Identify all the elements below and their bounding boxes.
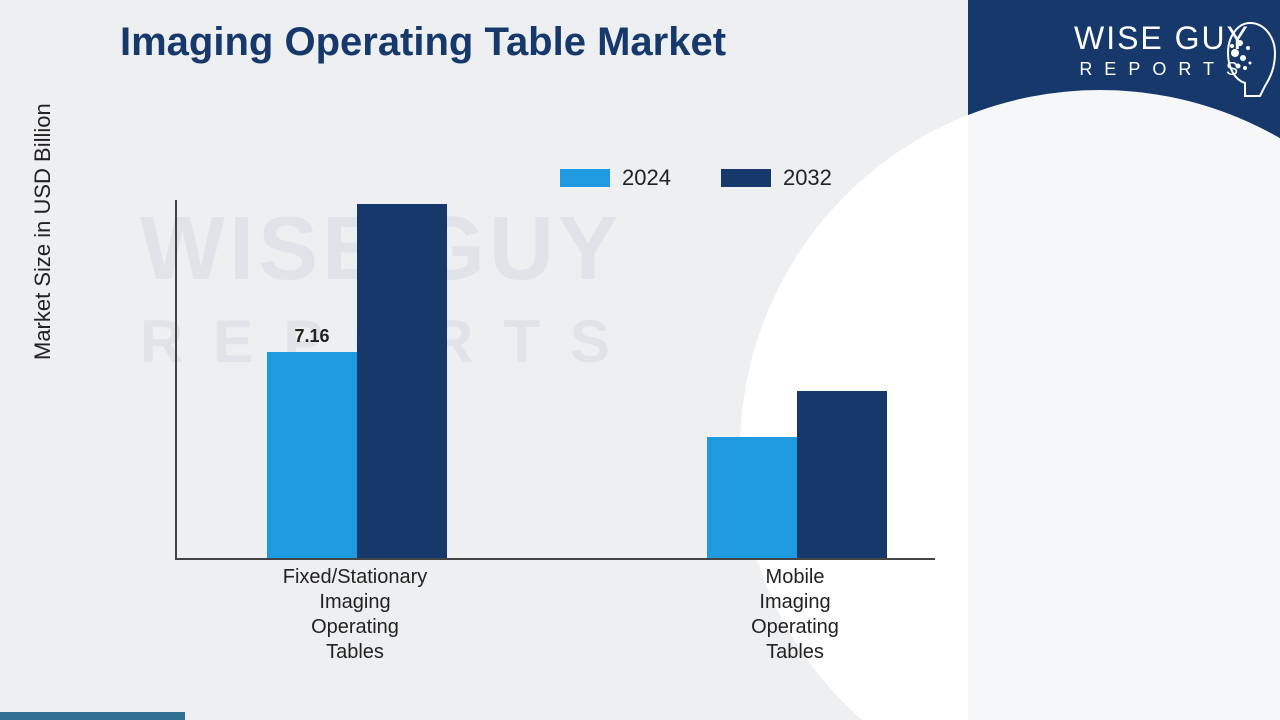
x-category-label: Fixed/StationaryImagingOperatingTables: [265, 565, 445, 665]
bar-group: [707, 391, 887, 558]
legend-swatch-2032: [721, 169, 771, 187]
bar-value-label: 7.16: [267, 326, 357, 347]
legend-label-2024: 2024: [622, 165, 671, 191]
logo-head-icon: [1210, 18, 1280, 98]
bar: [707, 437, 797, 558]
y-axis-label: Market Size in USD Billion: [30, 103, 56, 360]
bar: 7.16: [267, 352, 357, 558]
bar-group: 7.16: [267, 204, 447, 558]
bottom-accent-strip: [0, 712, 185, 720]
bar-chart-plot: 7.16: [175, 200, 935, 560]
chart-title: Imaging Operating Table Market: [120, 20, 726, 65]
bar: [357, 204, 447, 558]
legend-item-2024: 2024: [560, 165, 671, 191]
legend-item-2032: 2032: [721, 165, 832, 191]
x-category-label: MobileImagingOperatingTables: [705, 565, 885, 665]
bar: [797, 391, 887, 558]
legend: 2024 2032: [560, 165, 832, 191]
legend-swatch-2024: [560, 169, 610, 187]
legend-label-2032: 2032: [783, 165, 832, 191]
